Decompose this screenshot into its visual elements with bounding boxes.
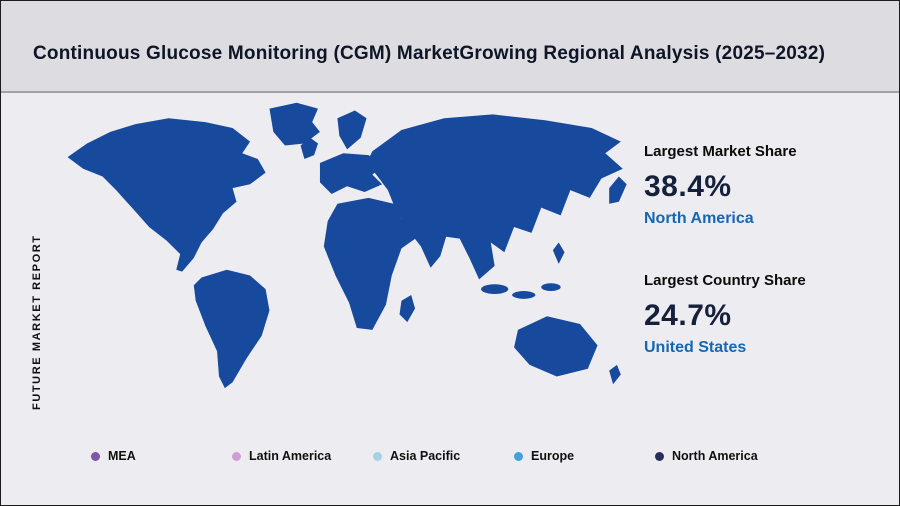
title-left: Continuous Glucose Monitoring (CGM) Mark… bbox=[33, 43, 460, 64]
stat-label: Largest Market Share bbox=[644, 143, 797, 160]
island-indonesia-3 bbox=[541, 283, 561, 292]
brand-watermark: FUTURE MARKET REPORT bbox=[31, 234, 43, 410]
continent-south-america bbox=[193, 269, 270, 389]
stat-region: North America bbox=[644, 210, 754, 227]
stat-country-share: Largest Country Share 24.7% United State… bbox=[644, 272, 889, 357]
continent-asia bbox=[366, 114, 623, 280]
legend-label: MEA bbox=[108, 449, 136, 463]
legend-dot-icon bbox=[91, 451, 100, 461]
page-title: Continuous Glucose Monitoring (CGM) Mark… bbox=[33, 43, 825, 65]
header-band bbox=[1, 1, 899, 91]
legend-dot-icon bbox=[514, 451, 523, 461]
island-indonesia-1 bbox=[481, 284, 509, 294]
stat-value: 38.4% bbox=[644, 170, 732, 203]
legend-item-latin-america: Latin America bbox=[232, 449, 373, 463]
island-new-zealand bbox=[609, 364, 621, 385]
stat-market-share: Largest Market Share 38.4% North America bbox=[644, 143, 889, 228]
legend-item-north-america: North America bbox=[655, 449, 796, 463]
header-divider bbox=[1, 91, 899, 93]
legend-label: Europe bbox=[531, 449, 575, 463]
legend-dot-icon bbox=[373, 451, 382, 461]
stat-label: Largest Country Share bbox=[644, 272, 806, 289]
island-greenland bbox=[269, 102, 320, 146]
world-map bbox=[59, 95, 643, 425]
title-right: Growing Regional Analysis (2025–2032) bbox=[459, 43, 826, 64]
legend: MEA Latin America Asia Pacific Europe No… bbox=[91, 449, 796, 463]
legend-dot-icon bbox=[655, 451, 664, 461]
legend-item-asia-pacific: Asia Pacific bbox=[373, 449, 514, 463]
island-british-isles bbox=[300, 137, 318, 160]
legend-item-mea: MEA bbox=[91, 449, 232, 463]
stats-panel: Largest Market Share 38.4% North America… bbox=[644, 143, 889, 357]
legend-label: Latin America bbox=[249, 449, 332, 463]
island-indonesia-2 bbox=[512, 291, 536, 299]
stat-value: 24.7% bbox=[644, 299, 732, 332]
legend-dot-icon bbox=[232, 451, 241, 461]
world-map-svg bbox=[67, 102, 627, 389]
legend-label: North America bbox=[672, 449, 758, 463]
continent-africa bbox=[323, 197, 421, 330]
legend-label: Asia Pacific bbox=[390, 449, 461, 463]
region-scandinavia bbox=[337, 110, 367, 150]
island-madagascar bbox=[399, 294, 416, 323]
continent-north-america bbox=[67, 118, 266, 272]
legend-item-europe: Europe bbox=[514, 449, 655, 463]
island-japan bbox=[609, 176, 627, 204]
island-philippines bbox=[552, 242, 565, 264]
stat-region: United States bbox=[644, 339, 747, 356]
continent-australia bbox=[514, 316, 598, 377]
